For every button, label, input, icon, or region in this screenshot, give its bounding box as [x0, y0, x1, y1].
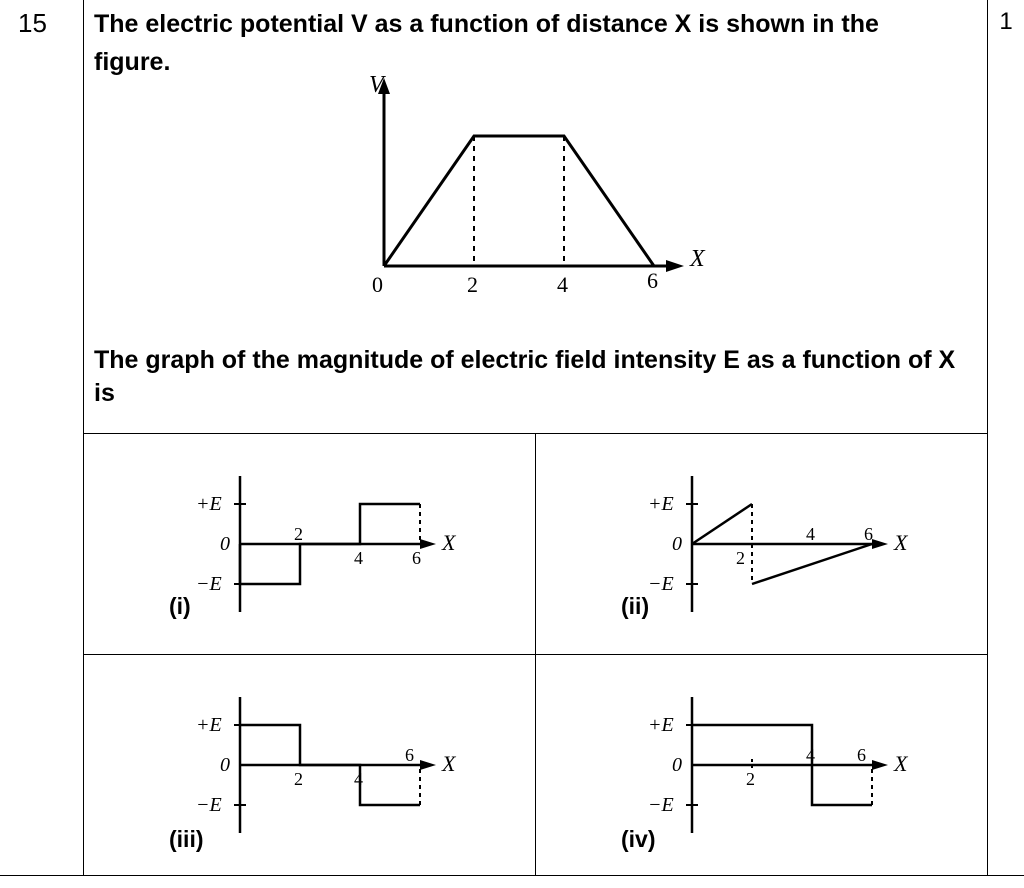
- opt-i-x4: 4: [354, 548, 363, 568]
- opt-ii-x4: 4: [806, 524, 815, 544]
- main-column-wrap: The electric potential V as a function o…: [84, 0, 1024, 875]
- opt-iii-xlabel: X: [441, 751, 457, 776]
- opt-ii-xlabel: X: [893, 530, 909, 555]
- opt-iv-x4: 4: [806, 745, 815, 765]
- opt-iv-x6: 6: [857, 745, 866, 765]
- option-graph-ii: +E 0 −E 2 4 6 X: [612, 454, 912, 634]
- question-text-line1: The electric potential V as a function o…: [84, 0, 987, 46]
- opt-i-yminus: −E: [196, 573, 222, 595]
- opt-ii-x2: 2: [736, 548, 745, 568]
- option-cell-iv: (iv) +E 0 −E: [536, 655, 987, 875]
- marks: 1: [988, 0, 1024, 875]
- main-tick-0: 0: [372, 272, 383, 297]
- opt-iv-yplus: +E: [648, 714, 674, 736]
- main-vx-graph: V X 0 2 4 6: [314, 66, 734, 306]
- opt-iv-yminus: −E: [648, 794, 674, 816]
- opt-i-y0: 0: [220, 533, 230, 555]
- option-label-iii: (iii): [169, 826, 204, 853]
- opt-iv-y0: 0: [672, 754, 682, 776]
- content-column: The electric potential V as a function o…: [84, 0, 988, 875]
- opt-iii-y0: 0: [220, 754, 230, 776]
- opt-ii-x6: 6: [864, 524, 873, 544]
- opt-i-xlabel: X: [441, 530, 457, 555]
- opt-iii-x2: 2: [294, 769, 303, 789]
- option-row-2: (iii) +E 0 −E: [84, 655, 987, 875]
- main-tick-6: 6: [647, 268, 658, 293]
- opt-i-x6: 6: [412, 548, 421, 568]
- opt-ii-yplus: +E: [648, 493, 674, 515]
- main-x-label: X: [689, 246, 706, 272]
- option-graph-iii: +E 0 −E 2 4 6 X: [160, 675, 460, 855]
- question-row: 15 The electric potential V as a functio…: [0, 0, 1024, 876]
- opt-iii-yminus: −E: [196, 794, 222, 816]
- option-cell-ii: (ii) +E 0 −E: [536, 434, 987, 654]
- option-graph-i: +E 0 −E 2 4 6 X: [160, 454, 460, 634]
- opt-iii-x6: 6: [405, 745, 414, 765]
- opt-iv-xlabel: X: [893, 751, 909, 776]
- option-label-ii: (ii): [621, 593, 649, 620]
- option-label-iv: (iv): [621, 826, 656, 853]
- main-tick-2: 2: [467, 272, 478, 297]
- opt-ii-yminus: −E: [648, 573, 674, 595]
- opt-i-yplus: +E: [196, 493, 222, 515]
- option-cell-iii: (iii) +E 0 −E: [84, 655, 536, 875]
- opt-i-x2: 2: [294, 524, 303, 544]
- question-number: 15: [0, 0, 84, 875]
- opt-iii-yplus: +E: [196, 714, 222, 736]
- main-tick-4: 4: [557, 272, 568, 297]
- option-row-1: (i) +E 0 −E: [84, 434, 987, 655]
- option-cell-i: (i) +E 0 −E: [84, 434, 536, 654]
- option-label-i: (i): [169, 593, 191, 620]
- option-graph-iv: +E 0 −E 2 4 6 X: [612, 675, 912, 855]
- opt-ii-y0: 0: [672, 533, 682, 555]
- main-y-label: V: [369, 72, 386, 98]
- opt-iii-x4: 4: [354, 769, 363, 789]
- options-grid: (i) +E 0 −E: [84, 433, 987, 875]
- opt-iv-x2: 2: [746, 769, 755, 789]
